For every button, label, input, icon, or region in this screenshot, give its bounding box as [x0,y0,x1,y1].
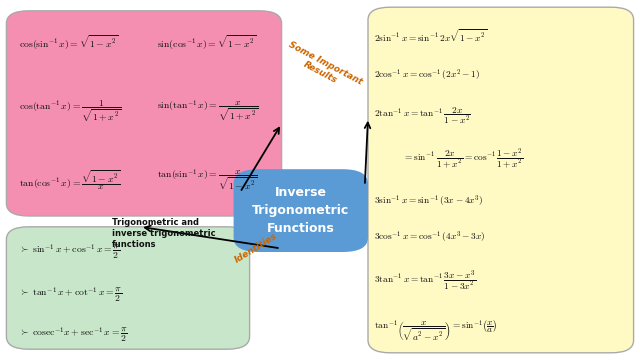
FancyBboxPatch shape [6,11,282,216]
Text: $\sin(\tan^{-1} x) = \dfrac{x}{\sqrt{1+x^2}}$: $\sin(\tan^{-1} x) = \dfrac{x}{\sqrt{1+x… [157,99,258,124]
Text: $3 \sin^{-1} x = \sin^{-1}(3x - 4x^3)$: $3 \sin^{-1} x = \sin^{-1}(3x - 4x^3)$ [374,194,484,209]
Text: $3 \tan^{-1} x = \tan^{-1}\dfrac{3x-x^3}{1-3x^2}$: $3 \tan^{-1} x = \tan^{-1}\dfrac{3x-x^3}… [374,269,477,293]
Text: $\succ\;\sin^{-1}x + \cos^{-1}x = \dfrac{\pi}{2}$: $\succ\;\sin^{-1}x + \cos^{-1}x = \dfrac… [19,243,120,261]
Text: $\cos(\tan^{-1} x) = \dfrac{1}{\sqrt{1+x^2}}$: $\cos(\tan^{-1} x) = \dfrac{1}{\sqrt{1+x… [19,99,122,125]
Text: Some Important
Results: Some Important Results [282,40,364,95]
Text: Trigonometric and
inverse trigonometric
functions: Trigonometric and inverse trigonometric … [112,218,216,249]
Text: $\succ\;\mathrm{cosec}^{-1}x + \sec^{-1}x = \dfrac{\pi}{2}$: $\succ\;\mathrm{cosec}^{-1}x + \sec^{-1}… [19,326,128,344]
Text: $\succ\;\tan^{-1}x + \cot^{-1}x = \dfrac{\pi}{2}$: $\succ\;\tan^{-1}x + \cot^{-1}x = \dfrac… [19,286,122,304]
FancyBboxPatch shape [368,7,634,353]
Text: $2\tan^{-1} x = \tan^{-1}\dfrac{2x}{1-x^2}$: $2\tan^{-1} x = \tan^{-1}\dfrac{2x}{1-x^… [374,105,471,126]
Text: Inverse
Trigonometric
Functions: Inverse Trigonometric Functions [252,186,349,235]
FancyBboxPatch shape [6,227,250,349]
Text: $\cos(\sin^{-1} x) = \sqrt{1-x^2}$: $\cos(\sin^{-1} x) = \sqrt{1-x^2}$ [19,34,118,53]
Text: $\sin(\cos^{-1} x) = \sqrt{1-x^2}$: $\sin(\cos^{-1} x) = \sqrt{1-x^2}$ [157,34,256,53]
Text: $= \sin^{-1}\dfrac{2x}{1+x^2} = \cos^{-1}\dfrac{1-x^2}{1+x^2}$: $= \sin^{-1}\dfrac{2x}{1+x^2} = \cos^{-1… [403,146,524,171]
Text: Identities: Identities [233,231,279,265]
Text: $2 \cos^{-1} x = \cos^{-1}(2x^2 - 1)$: $2 \cos^{-1} x = \cos^{-1}(2x^2 - 1)$ [374,68,481,83]
Text: $3 \cos^{-1} x = \cos^{-1}(4x^3 - 3x)$: $3 \cos^{-1} x = \cos^{-1}(4x^3 - 3x)$ [374,230,486,245]
Text: $\tan^{-1}\!\left(\dfrac{x}{\sqrt{a^2-x^2}}\right) = \sin^{-1}\!\left(\dfrac{x}{: $\tan^{-1}\!\left(\dfrac{x}{\sqrt{a^2-x^… [374,319,498,343]
FancyBboxPatch shape [234,169,368,252]
Text: $\tan(\sin^{-1} x) = \dfrac{x}{\sqrt{1-x^2}}$: $\tan(\sin^{-1} x) = \dfrac{x}{\sqrt{1-x… [157,167,257,193]
Text: $2 \sin^{-1} x = \sin^{-1} 2x\sqrt{1-x^2}$: $2 \sin^{-1} x = \sin^{-1} 2x\sqrt{1-x^2… [374,28,488,44]
Text: $\tan(\cos^{-1} x) = \dfrac{\sqrt{1-x^2}}{x}$: $\tan(\cos^{-1} x) = \dfrac{\sqrt{1-x^2}… [19,168,121,192]
